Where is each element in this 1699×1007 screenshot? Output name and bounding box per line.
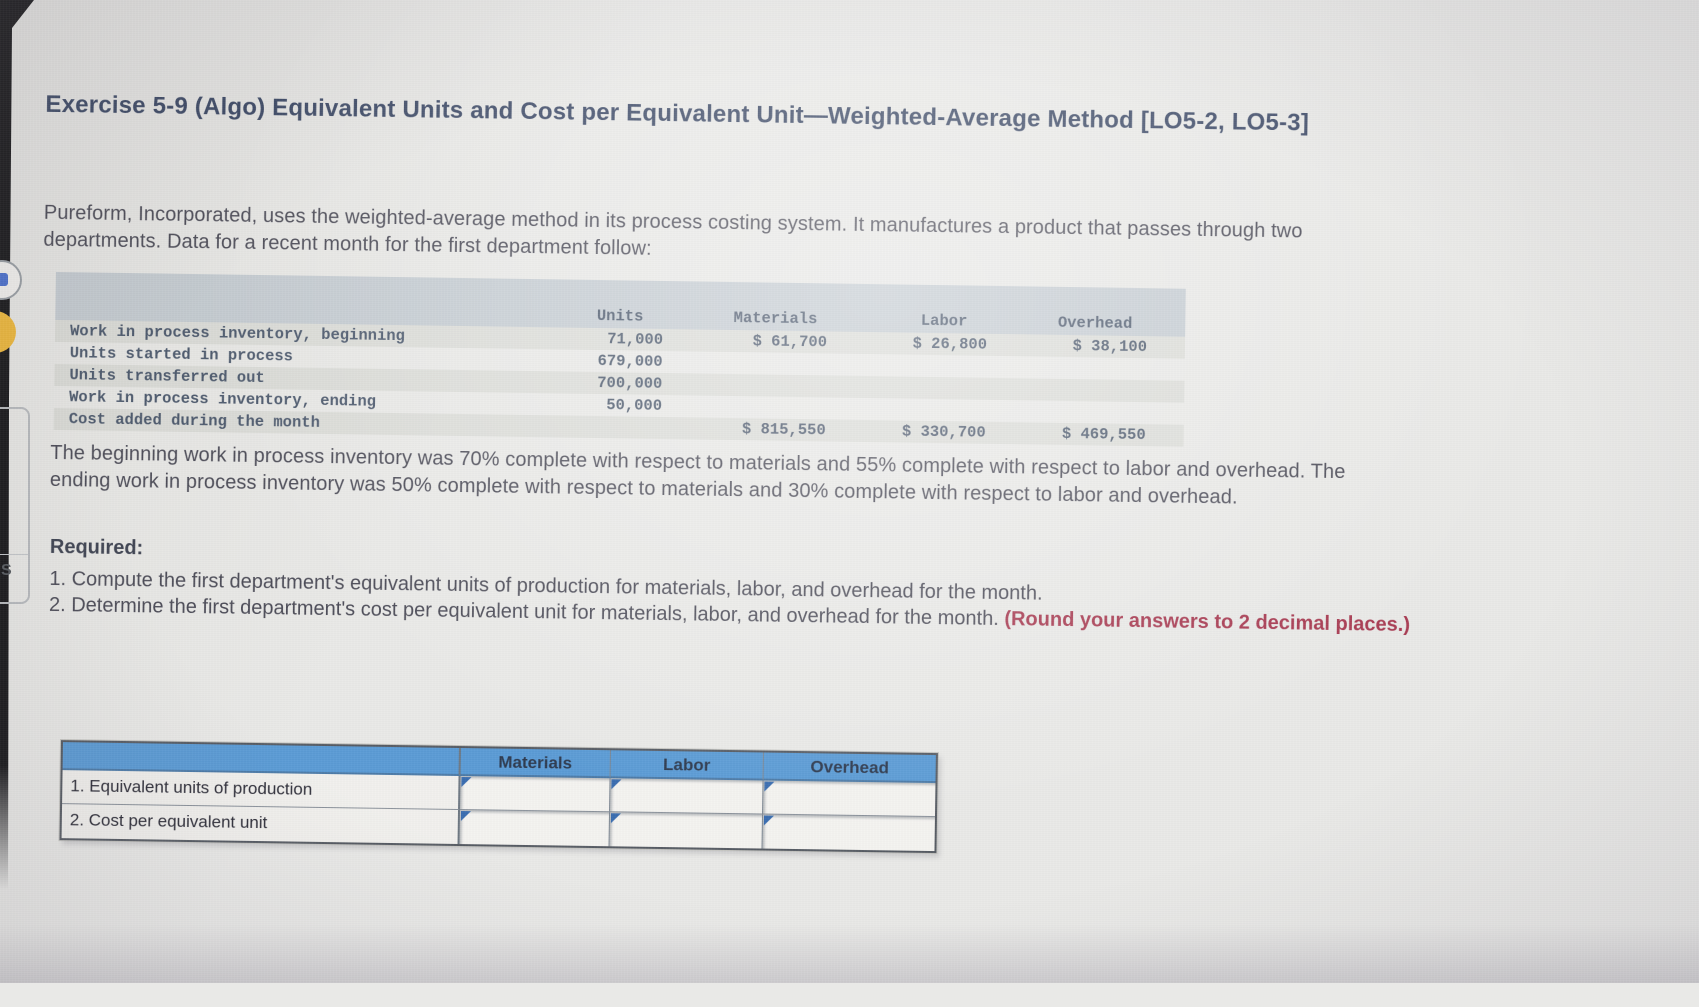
materials-value: $ 61,700 (752, 332, 828, 352)
materials-value: $ 815,550 (741, 420, 826, 440)
input-cost-per-unit-materials[interactable] (459, 810, 611, 847)
chat-bubble-glyph-icon (0, 273, 8, 286)
rounding-instruction: (Round your answers to 2 decimal places.… (1004, 608, 1411, 637)
notification-dot-icon (0, 311, 16, 353)
given-data-table: Units Materials Labor Overhead Work in p… (53, 271, 1186, 447)
intro-paragraph: Pureform, Incorporated, uses the weighte… (43, 201, 1303, 260)
answer-header-overhead: Overhead (763, 752, 936, 784)
input-cost-per-unit-labor[interactable] (609, 812, 763, 849)
overhead-value: $ 38,100 (1072, 337, 1148, 357)
units-value: 679,000 (597, 352, 663, 371)
input-cost-per-unit-overhead[interactable] (762, 814, 935, 852)
answer-header-labor: Labor (610, 750, 764, 781)
screen-photo: { "page": { "title": "Exercise 5-9 (Algo… (0, 0, 1699, 983)
labor-value: $ 26,800 (912, 334, 988, 354)
overhead-value: $ 469,550 (1061, 424, 1146, 445)
input-equivalent-units-labor[interactable] (610, 778, 764, 815)
page-title: Exercise 5-9 (Algo) Equivalent Units and… (45, 90, 1310, 137)
units-value: 71,000 (607, 330, 664, 349)
answer-header-materials: Materials (460, 748, 611, 779)
answer-table: Materials Labor Overhead 1. Equivalent u… (59, 740, 938, 854)
input-value (610, 778, 762, 813)
completion-note: The beginning work in process inventory … (49, 441, 1346, 509)
input-value (610, 812, 762, 848)
input-value (762, 815, 934, 852)
answer-row-label: 2. Cost per equivalent unit (61, 804, 461, 845)
required-label: Required: (49, 535, 144, 560)
input-equivalent-units-overhead[interactable] (762, 780, 936, 818)
side-panel-divider (0, 554, 28, 555)
units-value: 50,000 (606, 396, 663, 415)
side-panel-letter: S (1, 562, 12, 579)
given-header-labor: Labor (920, 311, 968, 331)
units-value: 700,000 (597, 374, 663, 393)
given-header-materials: Materials (733, 309, 818, 329)
input-equivalent-units-materials[interactable] (460, 776, 611, 813)
given-header-units: Units (596, 306, 644, 326)
input-value (763, 781, 935, 817)
input-value (460, 810, 609, 846)
input-value (460, 776, 609, 811)
labor-value: $ 330,700 (901, 422, 986, 442)
side-panel-fragment (0, 407, 30, 604)
given-header-overhead: Overhead (1057, 313, 1133, 333)
